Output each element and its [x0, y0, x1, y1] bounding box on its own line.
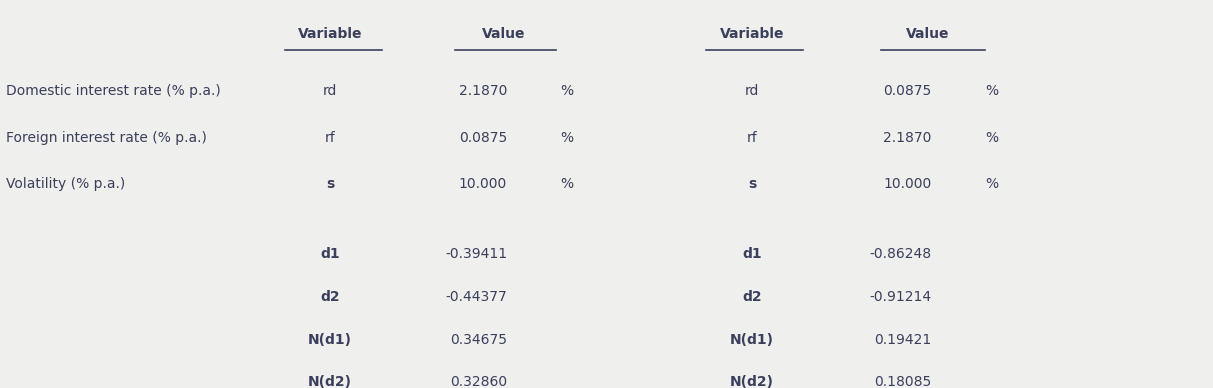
- Text: %: %: [985, 177, 998, 191]
- Text: 0.0875: 0.0875: [459, 131, 507, 145]
- Text: %: %: [985, 84, 998, 98]
- Text: Domestic interest rate (% p.a.): Domestic interest rate (% p.a.): [6, 84, 221, 98]
- Text: 10.000: 10.000: [459, 177, 507, 191]
- Text: Volatility (% p.a.): Volatility (% p.a.): [6, 177, 125, 191]
- Text: 10.000: 10.000: [883, 177, 932, 191]
- Text: rf: rf: [747, 131, 757, 145]
- Text: s: s: [748, 177, 756, 191]
- Text: 2.1870: 2.1870: [883, 131, 932, 145]
- Text: N(d2): N(d2): [730, 375, 774, 388]
- Text: 0.34675: 0.34675: [450, 333, 507, 346]
- Text: -0.91214: -0.91214: [870, 290, 932, 304]
- Text: Value: Value: [906, 27, 950, 41]
- Text: 0.32860: 0.32860: [450, 375, 507, 388]
- Text: s: s: [326, 177, 334, 191]
- Text: rf: rf: [325, 131, 335, 145]
- Text: N(d2): N(d2): [308, 375, 352, 388]
- Text: N(d1): N(d1): [730, 333, 774, 346]
- Text: rd: rd: [323, 84, 337, 98]
- Text: 0.19421: 0.19421: [875, 333, 932, 346]
- Text: 0.18085: 0.18085: [875, 375, 932, 388]
- Text: d1: d1: [320, 247, 340, 261]
- Text: 0.0875: 0.0875: [883, 84, 932, 98]
- Text: -0.86248: -0.86248: [870, 247, 932, 261]
- Text: %: %: [560, 131, 574, 145]
- Text: Variable: Variable: [719, 27, 785, 41]
- Text: Foreign interest rate (% p.a.): Foreign interest rate (% p.a.): [6, 131, 207, 145]
- Text: %: %: [560, 84, 574, 98]
- Text: d2: d2: [742, 290, 762, 304]
- Text: -0.44377: -0.44377: [445, 290, 507, 304]
- Text: %: %: [985, 131, 998, 145]
- Text: Variable: Variable: [297, 27, 363, 41]
- Text: Value: Value: [482, 27, 525, 41]
- Text: rd: rd: [745, 84, 759, 98]
- Text: 2.1870: 2.1870: [459, 84, 507, 98]
- Text: d1: d1: [742, 247, 762, 261]
- Text: N(d1): N(d1): [308, 333, 352, 346]
- Text: d2: d2: [320, 290, 340, 304]
- Text: -0.39411: -0.39411: [445, 247, 507, 261]
- Text: %: %: [560, 177, 574, 191]
